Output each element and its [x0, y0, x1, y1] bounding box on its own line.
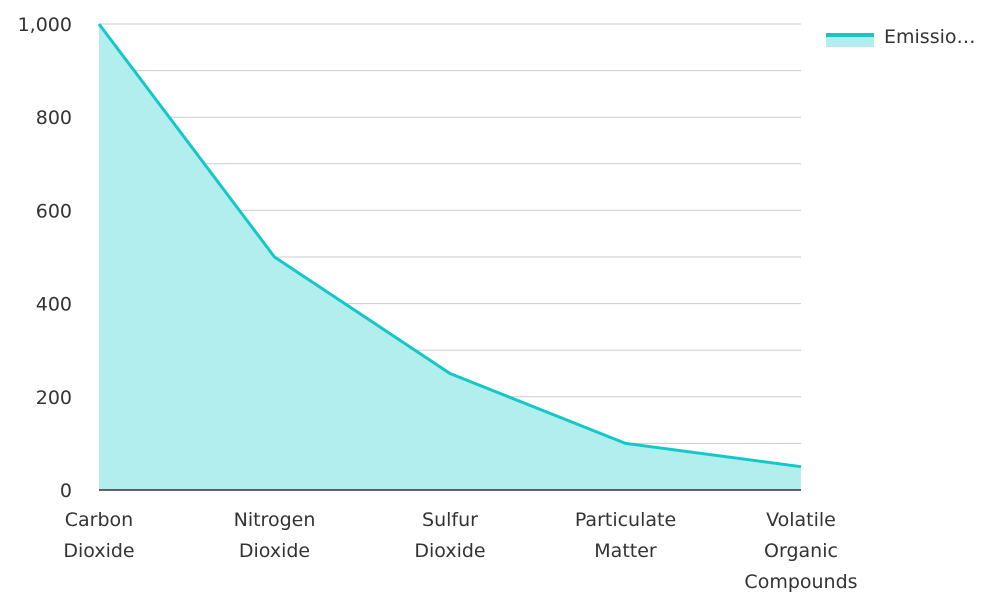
x-axis-ticks: Carbon Dioxide Nitrogen Dioxide Sulfur Dioxid…: [63, 509, 857, 593]
area-fill: [99, 24, 801, 490]
legend-swatch-fill: [826, 35, 874, 47]
x-tick-label: Carbon Dioxide: [63, 509, 134, 562]
y-tick-label: 0: [60, 480, 72, 502]
y-tick-label: 400: [36, 294, 72, 316]
y-tick-label: 600: [36, 200, 72, 222]
x-tick-label: Nitrogen Dioxide: [234, 509, 316, 562]
x-tick-label: Particulate Matter: [575, 509, 676, 562]
y-axis-ticks: 0 200 400 600 800 1,000: [18, 14, 72, 502]
legend[interactable]: Emissio…: [826, 26, 976, 48]
y-tick-label: 1,000: [18, 14, 72, 36]
x-tick-label: Volatile Organic Compounds: [744, 509, 857, 593]
x-tick-label: Sulfur Dioxide: [414, 509, 485, 562]
legend-swatch-line: [826, 33, 874, 37]
series-line: [97, 23, 802, 469]
y-tick-label: 800: [36, 107, 72, 129]
legend-label: Emissio…: [884, 26, 976, 48]
y-tick-label: 200: [36, 387, 72, 409]
series-area: [99, 24, 801, 490]
